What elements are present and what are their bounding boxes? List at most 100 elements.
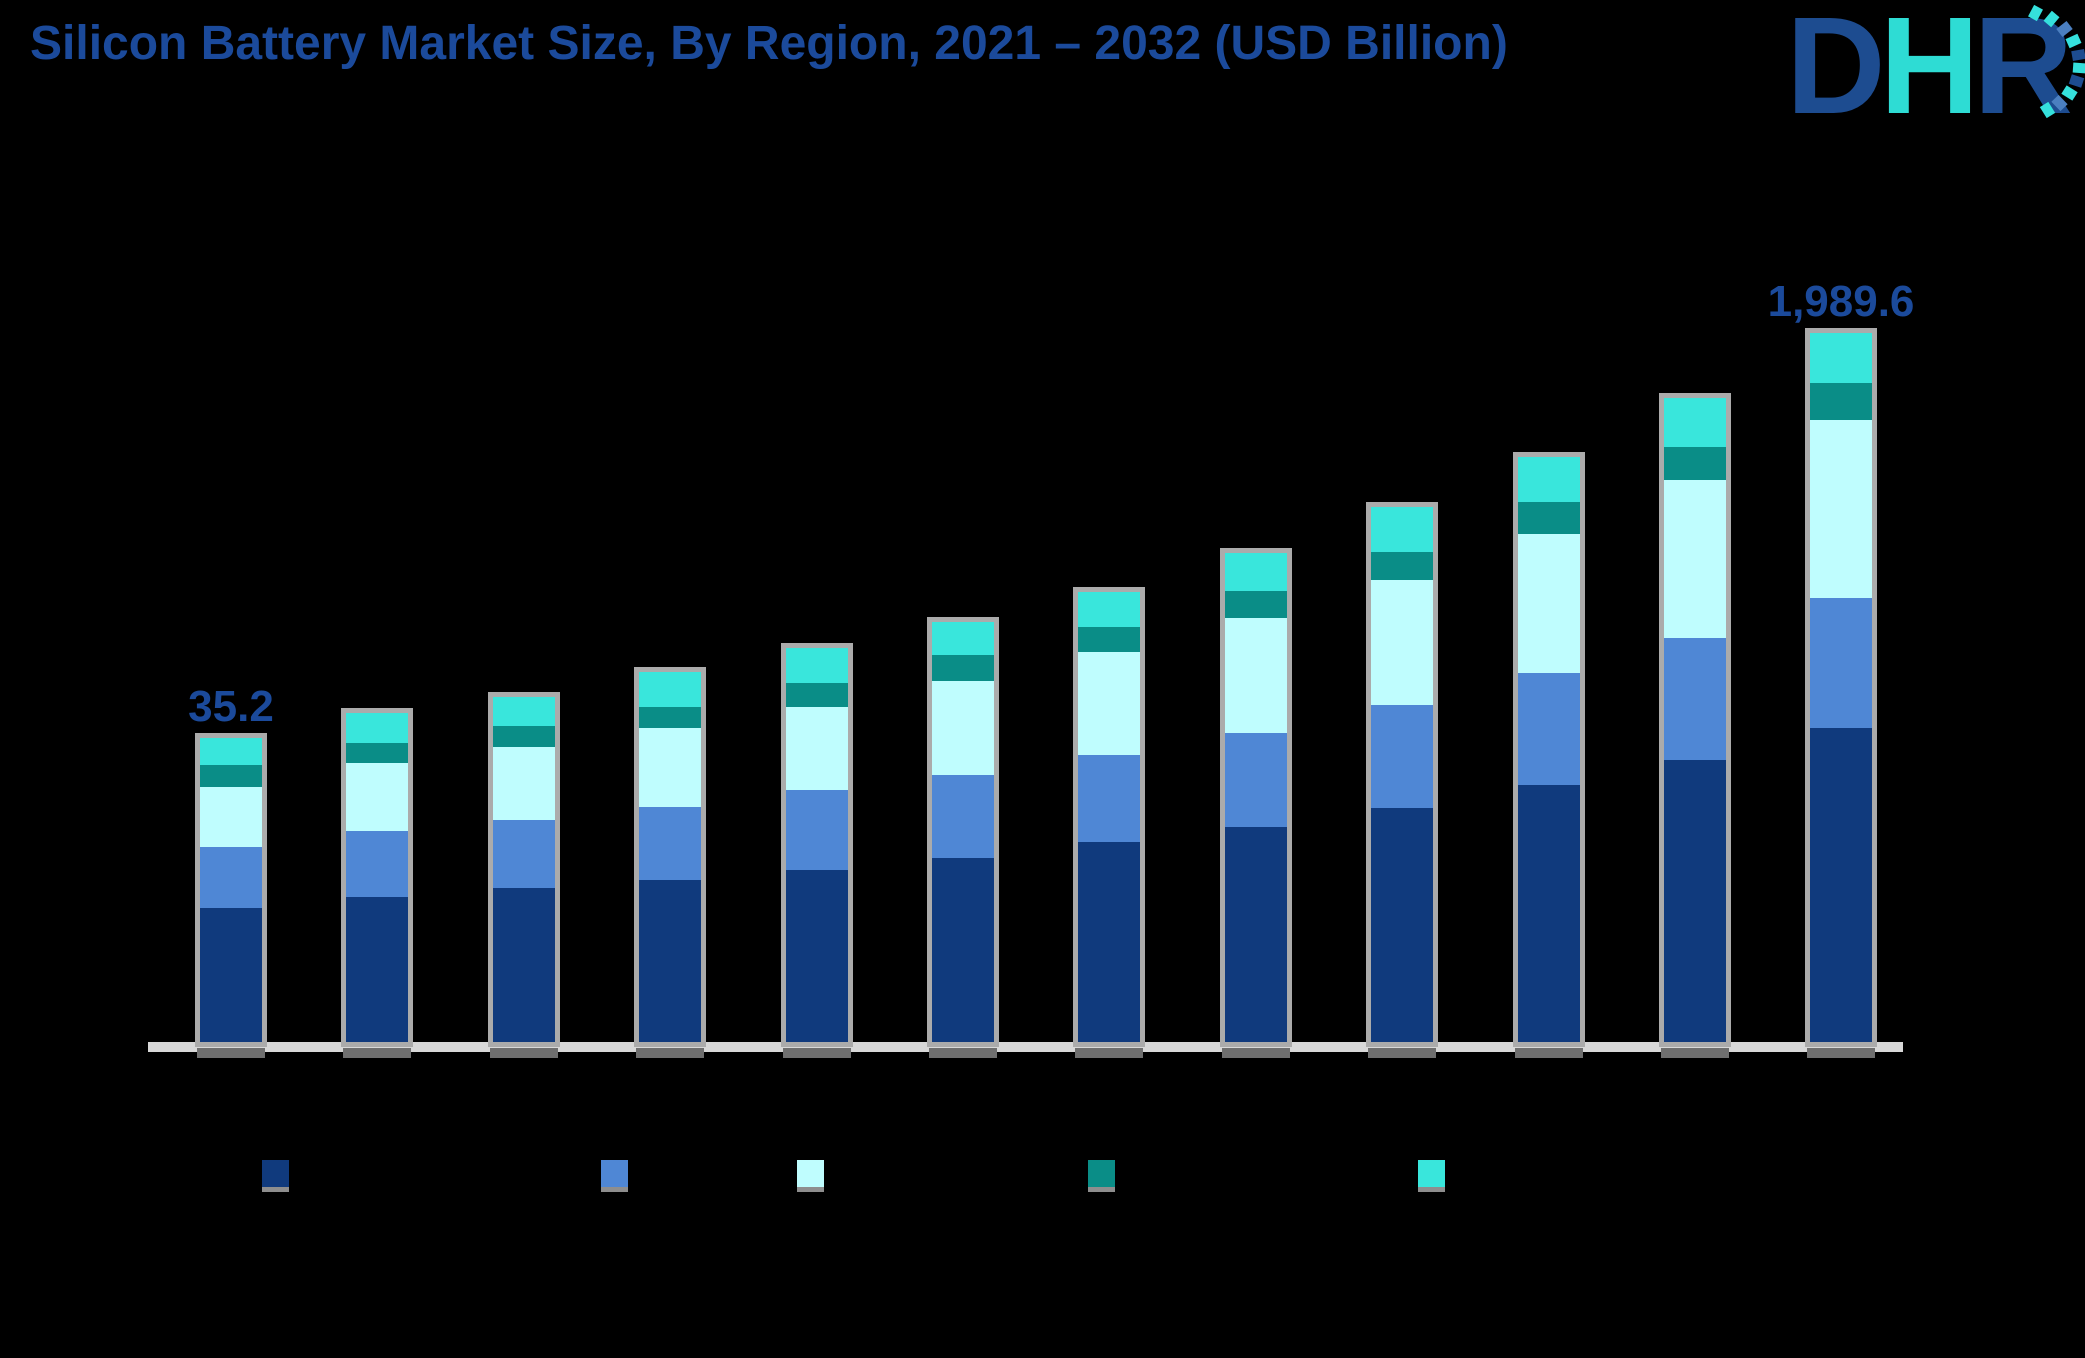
logo-letter-d: D	[1786, 0, 1886, 143]
segment-teal	[1518, 502, 1580, 534]
logo-arc-dot-icon	[2072, 62, 2085, 74]
segment-turquoise	[639, 672, 701, 707]
segment-turquoise	[1225, 553, 1287, 591]
segment-navy	[1664, 760, 1726, 1042]
segment-medium-blue	[786, 790, 848, 870]
chart-title: Silicon Battery Market Size, By Region, …	[30, 17, 1508, 70]
segment-medium-blue	[639, 807, 701, 880]
bar-base-shadow	[197, 1048, 265, 1058]
bar-base-shadow	[1075, 1048, 1143, 1058]
segment-navy	[1371, 808, 1433, 1042]
legend-swatch-segment-teal	[1088, 1160, 1115, 1187]
bar-2031	[1664, 398, 1726, 1042]
segment-teal	[932, 655, 994, 681]
segment-medium-blue	[932, 775, 994, 858]
segment-pale-cyan	[346, 763, 408, 831]
segment-teal	[786, 683, 848, 707]
segment-pale-cyan	[639, 728, 701, 807]
segment-teal	[1225, 591, 1287, 618]
segment-teal	[1371, 552, 1433, 580]
bar-base-shadow	[783, 1048, 851, 1058]
bar-base-shadow	[636, 1048, 704, 1058]
segment-turquoise	[1078, 592, 1140, 627]
segment-navy	[1225, 827, 1287, 1042]
segment-turquoise	[1371, 507, 1433, 552]
segment-turquoise	[932, 622, 994, 655]
bar-2026	[932, 622, 994, 1042]
segment-teal	[639, 707, 701, 728]
segment-navy	[346, 897, 408, 1042]
bar-2022	[346, 713, 408, 1042]
segment-navy	[786, 870, 848, 1042]
segment-medium-blue	[1371, 705, 1433, 808]
segment-navy	[200, 908, 262, 1042]
segment-teal	[1664, 447, 1726, 480]
legend-swatch-segment-turquoise	[1418, 1160, 1445, 1187]
segment-navy	[639, 880, 701, 1042]
segment-medium-blue	[1664, 638, 1726, 760]
segment-teal	[346, 743, 408, 763]
bar-2025	[786, 648, 848, 1042]
bar-2032	[1810, 333, 1872, 1042]
bar-2021	[200, 738, 262, 1042]
segment-navy	[1078, 842, 1140, 1042]
bar-base-shadow	[1222, 1048, 1290, 1058]
bar-base-shadow	[343, 1048, 411, 1058]
logo-letter-h: H	[1879, 0, 1980, 143]
segment-pale-cyan	[1225, 618, 1287, 733]
bar-2030	[1518, 457, 1580, 1042]
segment-navy	[1810, 728, 1872, 1042]
segment-turquoise	[346, 713, 408, 743]
segment-medium-blue	[1078, 755, 1140, 842]
segment-pale-cyan	[1078, 652, 1140, 755]
legend-swatch-segment-medium-blue	[601, 1160, 628, 1187]
segment-medium-blue	[1810, 598, 1872, 728]
segment-pale-cyan	[200, 787, 262, 847]
segment-turquoise	[1518, 457, 1580, 502]
logo-letter-r: R	[1973, 0, 2073, 143]
segment-medium-blue	[200, 847, 262, 908]
segment-pale-cyan	[1664, 480, 1726, 638]
segment-navy	[493, 888, 555, 1042]
segment-medium-blue	[493, 820, 555, 888]
legend-swatch-segment-pale-cyan	[797, 1160, 824, 1187]
segment-medium-blue	[1225, 733, 1287, 827]
bar-base-shadow	[1368, 1048, 1436, 1058]
segment-teal	[1810, 383, 1872, 420]
segment-turquoise	[786, 648, 848, 683]
segment-pale-cyan	[493, 747, 555, 820]
bar-base-shadow	[1515, 1048, 1583, 1058]
segment-medium-blue	[346, 831, 408, 897]
segment-turquoise	[493, 697, 555, 726]
segment-medium-blue	[1518, 673, 1580, 785]
segment-pale-cyan	[1518, 534, 1580, 673]
bar-value-label-2032: 1,989.6	[1767, 277, 1915, 326]
segment-pale-cyan	[786, 707, 848, 790]
bar-2028	[1225, 553, 1287, 1042]
bar-2029	[1371, 507, 1433, 1042]
dhr-logo-letters: DHR	[1786, 0, 2073, 135]
dhr-logo: DHR	[1786, 0, 2085, 136]
bar-2024	[639, 672, 701, 1042]
bar-base-shadow	[490, 1048, 558, 1058]
bar-base-shadow	[929, 1048, 997, 1058]
logo-arc-dot-icon	[2071, 48, 2085, 62]
logo-arc-dot-icon	[2065, 33, 2082, 49]
segment-pale-cyan	[1371, 580, 1433, 705]
bar-value-label-2021: 35.2	[188, 682, 274, 731]
segment-turquoise	[1664, 398, 1726, 447]
legend-swatch-segment-navy	[262, 1160, 289, 1187]
segment-teal	[1078, 627, 1140, 652]
bar-2027	[1078, 592, 1140, 1042]
x-axis-line	[148, 1042, 1903, 1052]
segment-turquoise	[1810, 333, 1872, 383]
segment-teal	[200, 765, 262, 787]
bar-2023	[493, 697, 555, 1042]
segment-navy	[932, 858, 994, 1042]
segment-teal	[493, 726, 555, 747]
segment-pale-cyan	[932, 681, 994, 775]
segment-turquoise	[200, 738, 262, 765]
logo-arc-dot-icon	[2068, 74, 2085, 88]
segment-navy	[1518, 785, 1580, 1042]
